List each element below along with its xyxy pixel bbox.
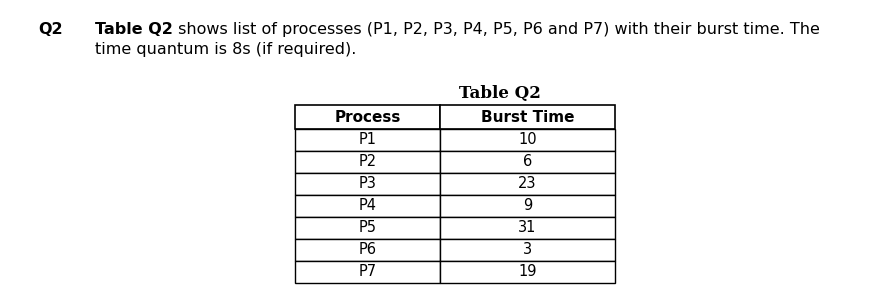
Bar [440,105,615,129]
Text: P6: P6 [359,242,376,258]
Bar [295,105,440,129]
Text: Table Q2: Table Q2 [95,22,173,37]
Text: 6: 6 [523,155,532,170]
Text: Table Q2: Table Q2 [459,85,541,102]
Text: 10: 10 [518,132,537,147]
Text: 19: 19 [518,264,537,279]
Text: Q2: Q2 [38,22,62,37]
Bar [440,239,615,261]
Text: time quantum is 8s (if required).: time quantum is 8s (if required). [95,42,356,57]
Bar [440,151,615,173]
Text: P4: P4 [359,199,376,214]
Bar [440,129,615,151]
Text: P1: P1 [359,132,376,147]
Text: 31: 31 [518,221,537,236]
Text: P7: P7 [359,264,376,279]
Bar [440,173,615,195]
Bar [295,151,440,173]
Text: shows list of processes (P1, P2, P3, P4, P5, P6 and P7) with their burst time. T: shows list of processes (P1, P2, P3, P4,… [173,22,820,37]
Text: P5: P5 [359,221,376,236]
Text: P2: P2 [359,155,376,170]
Bar [440,217,615,239]
Text: 3: 3 [523,242,532,258]
Bar [440,261,615,283]
Bar [295,195,440,217]
Bar [295,239,440,261]
Text: Burst Time: Burst Time [481,110,574,125]
Bar [295,129,440,151]
Bar [295,217,440,239]
Bar [295,173,440,195]
Bar [295,261,440,283]
Text: P3: P3 [359,177,376,192]
Text: Process: Process [335,110,400,125]
Bar [440,195,615,217]
Text: 23: 23 [518,177,537,192]
Text: 9: 9 [523,199,532,214]
